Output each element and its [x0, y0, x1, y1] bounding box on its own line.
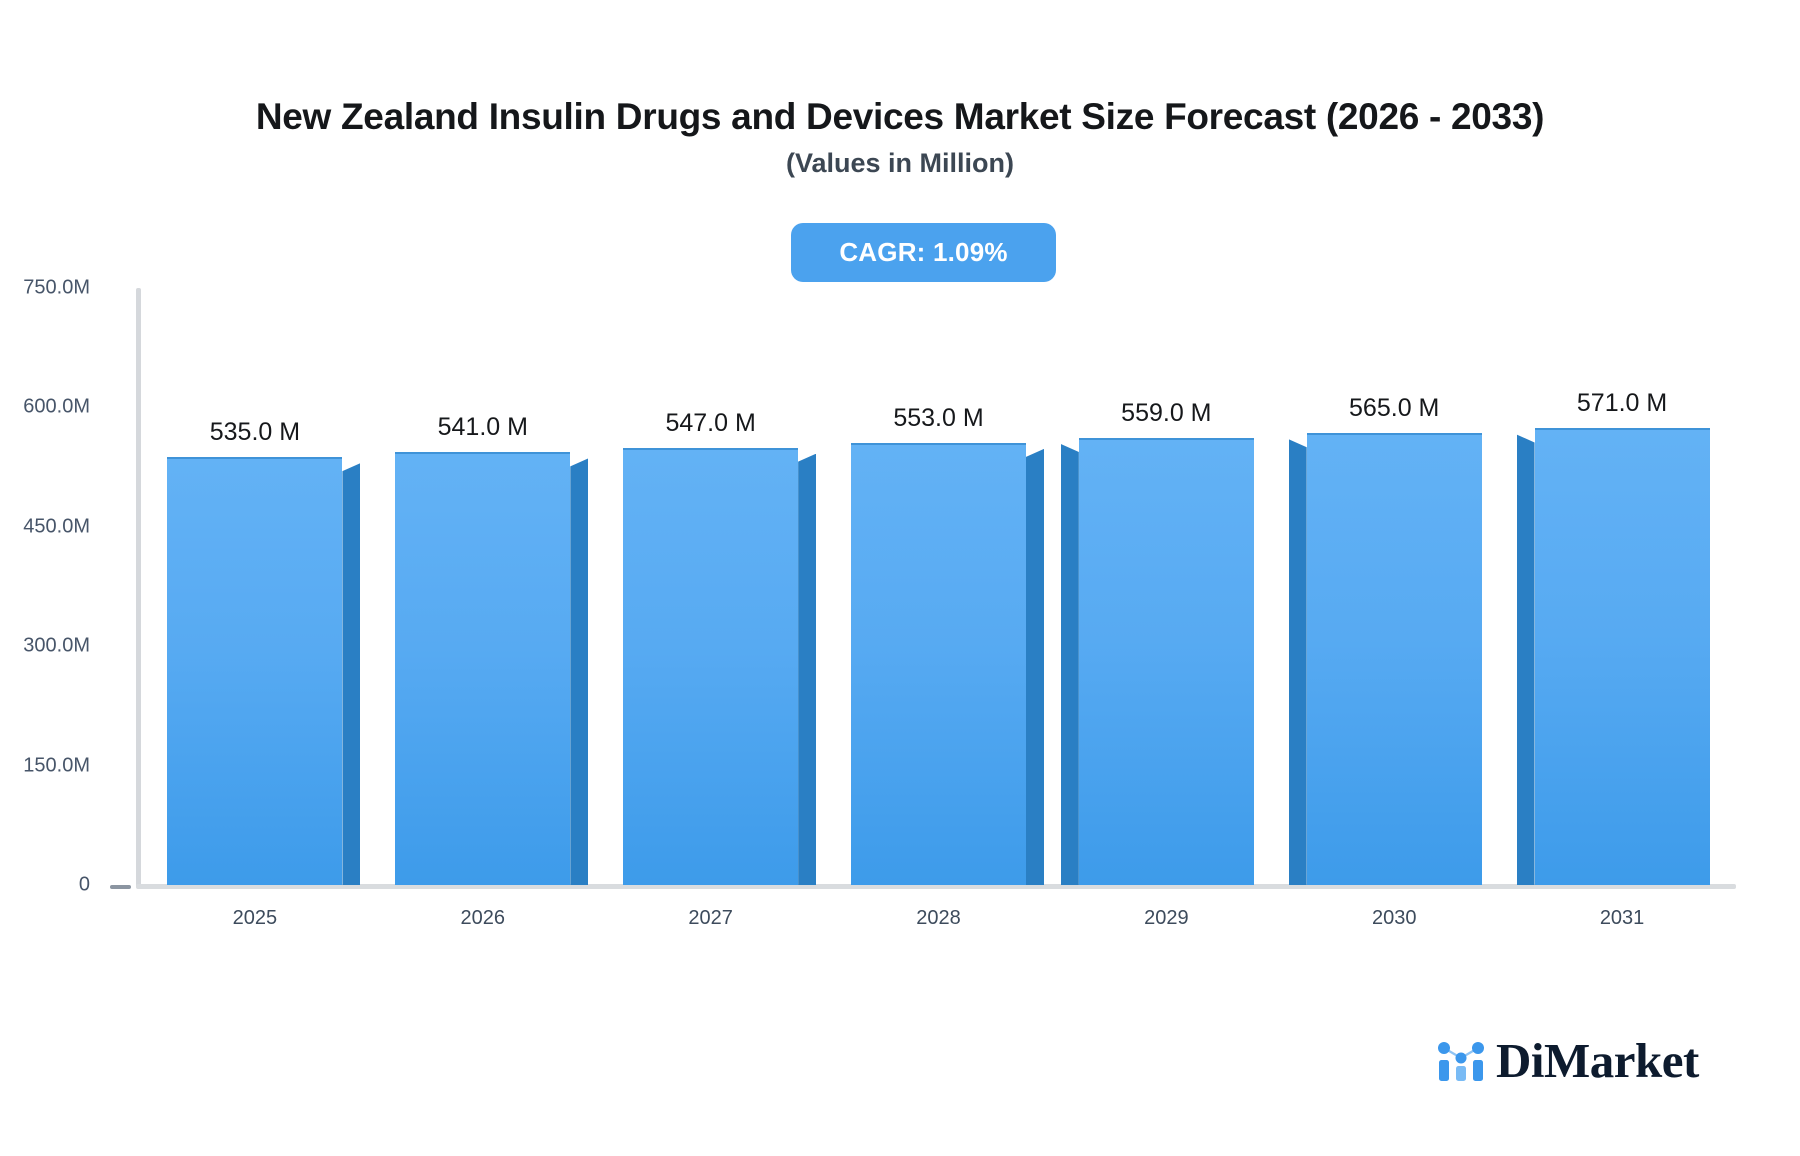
bar-depth-face: [1060, 444, 1079, 885]
bar-2030[interactable]: 565.0 M: [1288, 288, 1482, 885]
bar-body: [851, 442, 1026, 885]
bar-value-label: 565.0 M: [1349, 394, 1440, 423]
y-axis-tick-label: 300.0M: [23, 634, 90, 657]
x-axis-tick-label: 2025: [232, 907, 278, 929]
bar-body: [623, 447, 799, 885]
y-axis-tick-label: 0: [78, 873, 90, 896]
bar-body: [1534, 428, 1710, 885]
bar-depth-face: [1516, 434, 1535, 885]
x-axis-tick-label: 2028: [916, 907, 961, 929]
x-axis-tick-label: 2030: [1371, 907, 1417, 929]
bar-chart-logo-icon: [1438, 1041, 1484, 1081]
x-axis-tick-label: 2027: [688, 907, 733, 929]
bar-value-label: 547.0 M: [665, 408, 756, 437]
brand-logo: DiMarket: [1437, 1036, 1699, 1085]
brand-logo-text: DiMarket: [1496, 1033, 1699, 1088]
bar-body: [1306, 433, 1482, 885]
y-axis-line: [136, 288, 141, 888]
bar-depth-face: [342, 463, 361, 885]
bar-2025[interactable]: 535.0 M: [167, 288, 361, 885]
bar-2031[interactable]: 571.0 M: [1516, 288, 1710, 885]
bar-value-label: 541.0 M: [437, 413, 528, 442]
bar-2028[interactable]: 553.0 M: [851, 288, 1044, 885]
bar-depth-face: [1026, 448, 1044, 885]
bar-body: [1078, 438, 1254, 885]
bar-series: 535.0 M 541.0 M 547.0 M 553.0 M 559.0 M 565.0…: [141, 288, 1736, 885]
bar-body: [395, 452, 571, 885]
bar-2029[interactable]: 559.0 M: [1060, 288, 1254, 885]
bar-value-label: 559.0 M: [1121, 399, 1212, 428]
x-axis-tick-label: 2029: [1144, 907, 1189, 929]
bar-depth-face: [1288, 439, 1307, 885]
bar-value-label: 535.0 M: [209, 418, 301, 447]
bar-depth-face: [798, 453, 817, 885]
y-axis-tick-label: 600.0M: [23, 395, 90, 418]
bar-depth-face: [570, 458, 589, 885]
chart-subtitle: (Values in Million): [785, 148, 1015, 178]
x-axis-line: [136, 884, 1736, 889]
x-axis-tick-label: 2026: [460, 907, 506, 929]
y-axis-tick-label: 750.0M: [23, 276, 90, 299]
y-axis-tick-label: 450.0M: [23, 515, 90, 538]
bar-value-label: 553.0 M: [893, 403, 984, 432]
y-axis-tick-label: 150.0M: [23, 754, 90, 777]
bar-value-label: 571.0 M: [1576, 389, 1668, 418]
y-axis-zero-tick: [110, 885, 131, 889]
bar-2027[interactable]: 547.0 M: [623, 288, 817, 885]
bar-2026[interactable]: 541.0 M: [395, 288, 589, 885]
page-title: New Zealand Insulin Drugs and Devices Ma…: [255, 96, 1545, 137]
bar-body: [167, 457, 343, 885]
x-axis-tick-label: 2031: [1599, 907, 1645, 929]
cagr-badge: CAGR: 1.09%: [791, 223, 1056, 282]
